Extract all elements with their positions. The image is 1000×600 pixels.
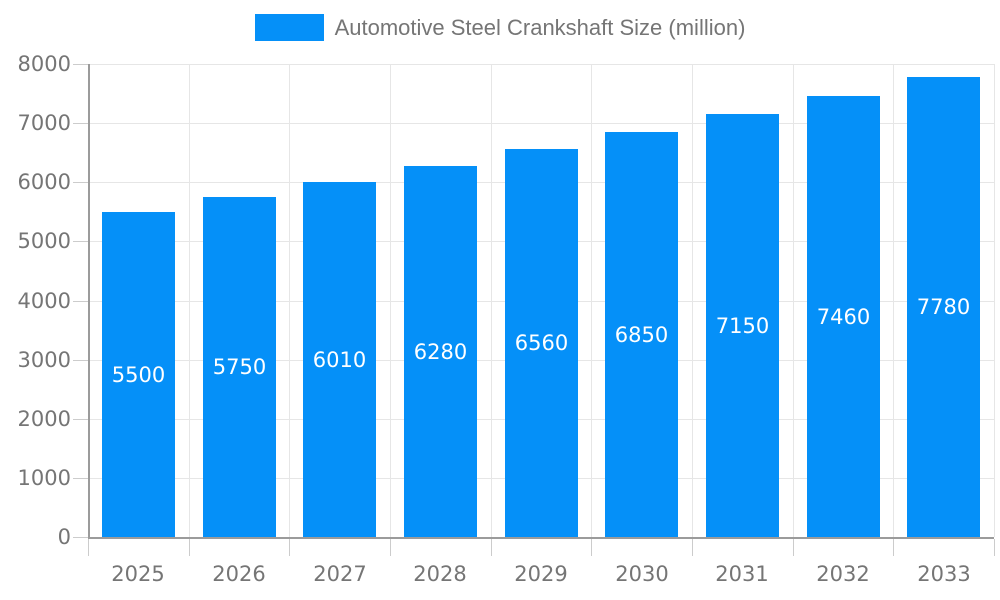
bar-2028[interactable]: 6280 — [404, 166, 477, 537]
bar-value-label: 6850 — [614, 322, 669, 347]
gridline-vertical — [189, 64, 190, 537]
bar-value-label: 7780 — [916, 295, 971, 319]
bar-2025[interactable]: 5500 — [102, 212, 175, 537]
bar-2032[interactable]: 7460 — [807, 96, 880, 537]
x-axis-label-2025: 2025 — [111, 562, 165, 586]
bar-value-label: 7460 — [816, 304, 871, 329]
x-axis-tick — [591, 539, 592, 556]
x-axis-label-2026: 2026 — [212, 562, 266, 586]
x-axis-label-2032: 2032 — [816, 562, 870, 586]
x-axis-label-2029: 2029 — [514, 562, 568, 586]
legend: Automotive Steel Crankshaft Size (millio… — [0, 14, 1000, 41]
x-axis-tick — [893, 539, 894, 556]
bar-2029[interactable]: 6560 — [505, 149, 578, 537]
y-axis-tick — [73, 478, 88, 479]
bar-2030[interactable]: 6850 — [605, 132, 678, 537]
y-axis-label: 8000 — [17, 52, 71, 76]
y-axis-label: 6000 — [17, 170, 71, 194]
y-axis-line — [88, 64, 90, 537]
bar-value-label: 6280 — [413, 339, 468, 364]
y-axis-label: 0 — [57, 525, 71, 549]
legend-item[interactable]: Automotive Steel Crankshaft Size (millio… — [254, 14, 746, 41]
x-axis-label-2033: 2033 — [917, 562, 971, 586]
y-axis-label: 5000 — [17, 229, 71, 253]
gridline-vertical — [994, 64, 995, 537]
legend-swatch-icon — [254, 14, 324, 41]
bar-2031[interactable]: 7150 — [706, 114, 779, 537]
x-axis-tick — [491, 539, 492, 556]
x-axis-label-2030: 2030 — [615, 562, 669, 586]
bar-value-label: 6560 — [514, 331, 569, 355]
y-axis-tick — [73, 64, 88, 65]
bar-2026[interactable]: 5750 — [203, 197, 276, 537]
bar-value-label: 7150 — [715, 313, 770, 338]
x-axis-line — [88, 537, 994, 539]
x-axis-label-2027: 2027 — [313, 562, 367, 586]
gridline-vertical — [793, 64, 794, 537]
gridline-horizontal — [88, 64, 994, 65]
y-axis-label: 2000 — [17, 407, 71, 431]
bar-2033[interactable]: 7780 — [907, 77, 980, 537]
bar-2027[interactable]: 6010 — [303, 182, 376, 537]
gridline-vertical — [491, 64, 492, 537]
gridline-horizontal — [88, 123, 994, 124]
x-axis-tick — [88, 539, 89, 556]
x-axis-tick — [390, 539, 391, 556]
gridline-vertical — [390, 64, 391, 537]
gridline-vertical — [289, 64, 290, 537]
x-axis-label-2031: 2031 — [715, 562, 769, 586]
y-axis-tick — [73, 419, 88, 420]
legend-label: Automotive Steel Crankshaft Size (millio… — [334, 14, 746, 40]
y-axis-tick — [73, 360, 88, 361]
y-axis-label: 1000 — [17, 466, 71, 490]
bar-value-label: 6010 — [312, 347, 367, 372]
y-axis-tick — [73, 301, 88, 302]
x-axis-label-2028: 2028 — [413, 562, 467, 586]
y-axis-tick — [73, 182, 88, 183]
x-axis-tick — [692, 539, 693, 556]
x-axis-tick — [289, 539, 290, 556]
y-axis-label: 3000 — [17, 348, 71, 372]
x-axis-tick — [994, 539, 995, 556]
y-axis-label: 7000 — [17, 111, 71, 135]
x-axis-tick — [793, 539, 794, 556]
bar-value-label: 5500 — [111, 362, 166, 387]
y-axis-tick — [73, 537, 88, 538]
x-axis-tick — [189, 539, 190, 556]
gridline-vertical — [591, 64, 592, 537]
y-axis-tick — [73, 123, 88, 124]
y-axis-label: 4000 — [17, 289, 71, 313]
gridline-vertical — [893, 64, 894, 537]
gridline-vertical — [692, 64, 693, 537]
bar-value-label: 5750 — [212, 355, 267, 379]
y-axis-tick — [73, 241, 88, 242]
